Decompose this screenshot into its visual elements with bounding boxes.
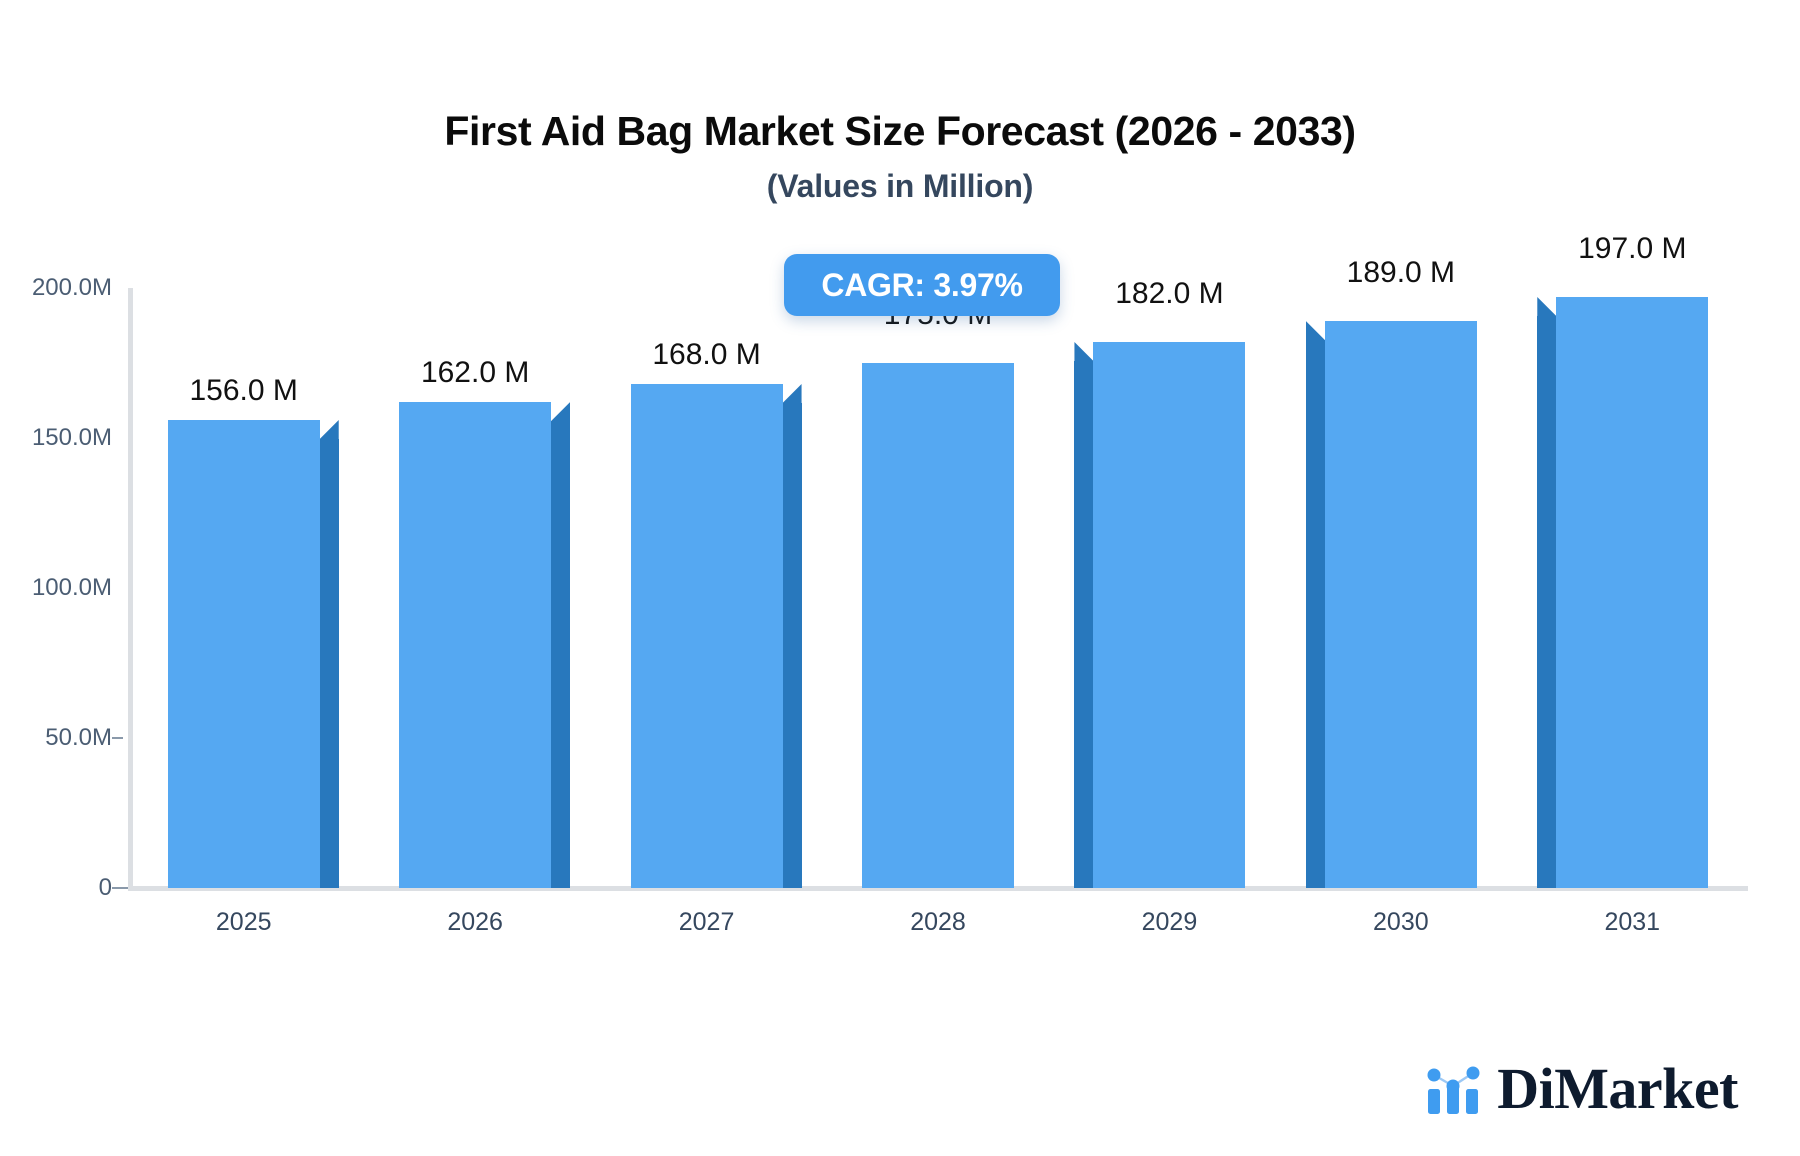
y-axis-tick-label: 100.0M bbox=[31, 574, 112, 601]
bar-side-face bbox=[1305, 340, 1325, 888]
x-axis-tick-label: 2027 bbox=[678, 908, 735, 936]
bar-face bbox=[630, 384, 783, 888]
chart-subtitle: (Values in Million) bbox=[766, 168, 1034, 204]
x-axis-tick-label: 2030 bbox=[1373, 908, 1429, 936]
bar-side-face bbox=[782, 403, 802, 888]
y-axis-tick-mark bbox=[112, 887, 128, 889]
bar-value-label: 197.0 M bbox=[1578, 232, 1687, 265]
brand-logo: DiMarket bbox=[1425, 1060, 1738, 1118]
bar-side-face bbox=[551, 421, 571, 888]
bar-top-bevel bbox=[1074, 342, 1094, 361]
bar-face bbox=[1556, 297, 1709, 888]
bar-2027[interactable]: 168.0 M bbox=[630, 338, 802, 888]
x-axis-tick-label: 2031 bbox=[1604, 908, 1661, 936]
bar-face bbox=[399, 402, 552, 888]
bar-top-bevel bbox=[1537, 297, 1557, 316]
y-axis-line bbox=[128, 288, 133, 888]
bar-top-bevel bbox=[782, 384, 802, 403]
bar-face bbox=[862, 363, 1014, 888]
x-axis-line bbox=[128, 886, 1748, 891]
bar-face bbox=[1324, 321, 1477, 888]
bar-2030[interactable]: 189.0 M bbox=[1305, 256, 1477, 888]
bar-value-label: 182.0 M bbox=[1115, 277, 1224, 310]
x-axis-tick-label: 2029 bbox=[1141, 908, 1198, 936]
bar-side-face bbox=[319, 439, 339, 888]
chart-title: First Aid Bag Market Size Forecast (2026… bbox=[444, 108, 1356, 154]
bar-value-label: 156.0 M bbox=[189, 374, 298, 407]
bar-2029[interactable]: 182.0 M bbox=[1074, 277, 1246, 888]
brand-logo-text: DiMarket bbox=[1497, 1056, 1738, 1121]
bar-face bbox=[1093, 342, 1246, 888]
bar-2026[interactable]: 162.0 M bbox=[399, 356, 571, 888]
plot-area: 156.0 M 162.0 M 168.0 M 175.0 M 182.0 M 189.0… bbox=[128, 232, 1748, 888]
bar-value-label: 189.0 M bbox=[1346, 256, 1456, 289]
bar-face bbox=[167, 420, 320, 888]
bar-side-face bbox=[1074, 361, 1094, 888]
bar-value-label: 168.0 M bbox=[652, 338, 761, 371]
bar-side-face bbox=[1537, 316, 1557, 888]
bar-value-label: 162.0 M bbox=[420, 356, 530, 389]
bar-top-bevel bbox=[1305, 321, 1325, 340]
y-axis-tick-label: 0 bbox=[98, 874, 112, 901]
y-axis-tick-label: 150.0M bbox=[31, 424, 112, 451]
y-axis-tick-label: 200.0M bbox=[31, 274, 112, 301]
bar-2031[interactable]: 197.0 M bbox=[1537, 232, 1709, 888]
x-axis-tick-label: 2026 bbox=[447, 908, 503, 936]
bar-2025[interactable]: 156.0 M bbox=[167, 374, 339, 888]
bar-top-bevel bbox=[551, 402, 571, 421]
x-axis-tick-label: 2025 bbox=[215, 908, 272, 936]
x-axis-tick-label: 2028 bbox=[910, 908, 966, 936]
cagr-annotation-badge: CAGR: 3.97% bbox=[784, 254, 1060, 316]
bar-2028[interactable]: 175.0 M bbox=[862, 298, 1014, 888]
y-axis-tick-label: 50.0M bbox=[45, 724, 112, 751]
y-axis-tick-mark bbox=[112, 737, 123, 739]
bar-top-bevel bbox=[319, 420, 339, 439]
bar-chart-logo-icon bbox=[1427, 1066, 1480, 1114]
